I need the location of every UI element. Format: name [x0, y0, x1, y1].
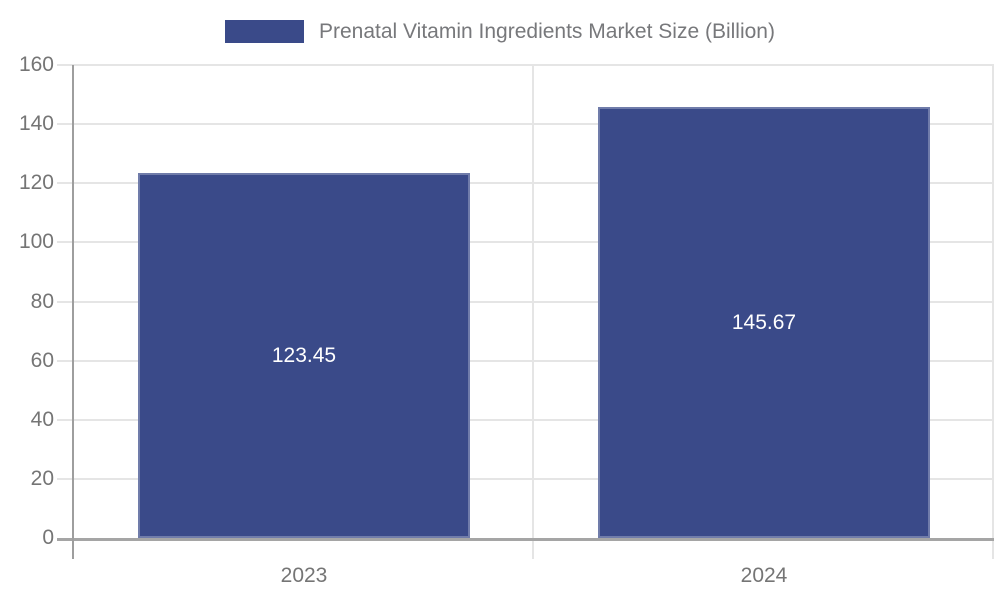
bar: 123.45 — [138, 173, 470, 538]
y-gridline — [57, 477, 994, 480]
x-tick-label: 2024 — [740, 564, 788, 587]
y-gridline — [57, 359, 994, 362]
y-tick-label: 40 — [30, 407, 54, 431]
y-tick-label: 20 — [30, 466, 54, 490]
y-gridline — [57, 123, 994, 126]
y-tick-label: 60 — [30, 348, 54, 372]
y-gridline — [57, 418, 994, 421]
bar-value-label: 145.67 — [731, 310, 797, 334]
x-axis-line — [57, 538, 994, 541]
y-tick-label: 100 — [18, 230, 54, 254]
chart-legend: Prenatal Vitamin Ingredients Market Size… — [0, 19, 1000, 44]
y-gridline — [57, 64, 994, 66]
y-tick-label: 120 — [18, 171, 54, 195]
x-tick-label: 2023 — [280, 564, 328, 587]
legend-swatch — [225, 20, 304, 43]
y-tick-label: 140 — [18, 112, 54, 136]
legend-label: Prenatal Vitamin Ingredients Market Size… — [319, 20, 775, 43]
y-tick-label: 160 — [18, 53, 54, 76]
y-tick-label: 80 — [30, 289, 54, 313]
x-boundary-gridline — [532, 65, 534, 559]
y-gridline — [57, 182, 994, 185]
y-gridline — [57, 300, 994, 303]
y-tick-label: 0 — [42, 526, 54, 549]
y-gridline — [57, 241, 994, 244]
bar-value-label: 123.45 — [271, 343, 337, 367]
plot-right-border — [992, 65, 994, 559]
y-axis-line — [72, 65, 74, 559]
bar: 145.67 — [598, 107, 930, 538]
